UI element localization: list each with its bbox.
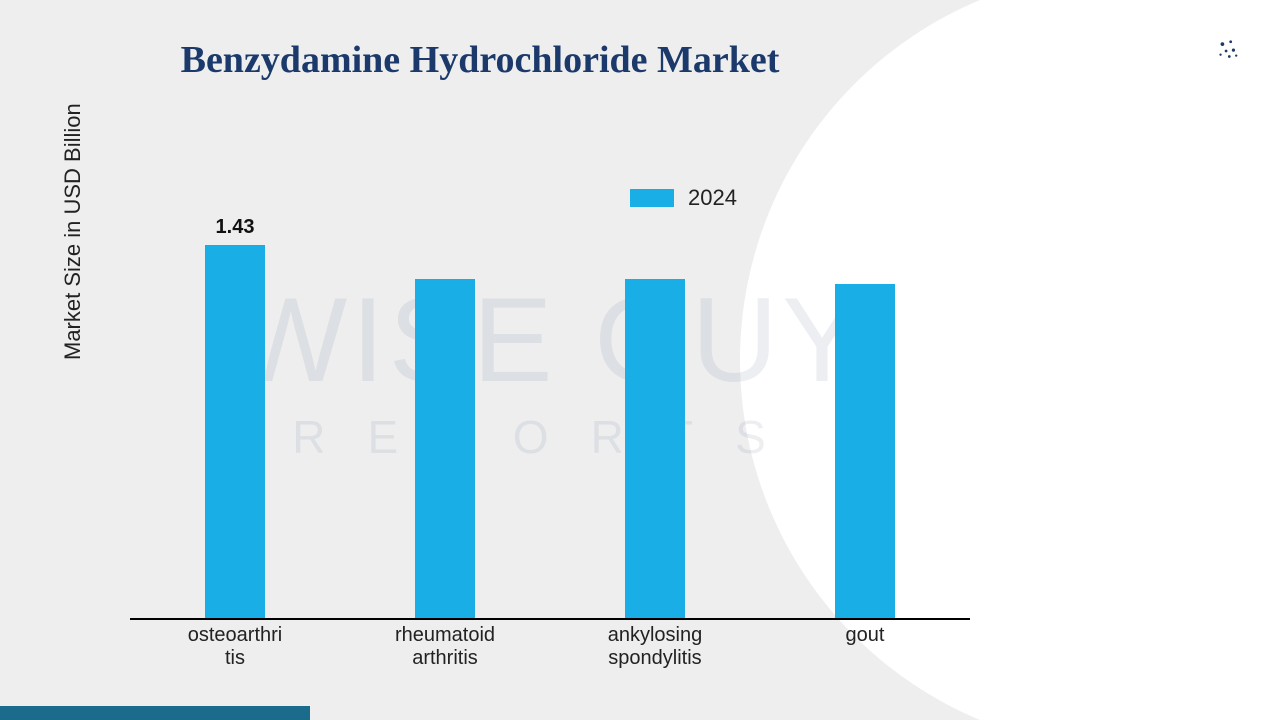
category-label-line1: rheumatoid (395, 624, 495, 646)
brand-logo: WISE GUY REPORTS (1016, 28, 1250, 92)
category-label: rheumatoid arthritis (340, 624, 550, 670)
category-label-line1: osteoarthri (188, 624, 283, 646)
brand-logo-top: WISE GUY (1016, 28, 1250, 74)
category-label: ankylosing spondylitis (550, 624, 760, 670)
y-axis-label: Market Size in USD Billion (60, 103, 86, 360)
brand-name-part2: GUY (1117, 34, 1194, 68)
category-label: osteoarthri tis (130, 624, 340, 670)
category-label-line1: ankylosing (608, 624, 703, 646)
bar-slot: 1.3 (550, 200, 760, 620)
bar-rect (205, 245, 265, 620)
head-icon (1204, 28, 1250, 74)
category-label-line2: spondylitis (608, 647, 701, 669)
category-label-line2: tis (225, 647, 245, 669)
bar-value-label: 1.43 (216, 216, 255, 239)
bar-rect (415, 279, 475, 620)
bar-rect (835, 284, 895, 620)
category-label-line1: gout (846, 624, 885, 646)
chart-canvas: WISE GUY REPORTS Benzydamine Hydrochlori… (0, 0, 1280, 720)
category-label-line2: arthritis (412, 647, 478, 669)
bottom-accent-strip (0, 706, 310, 720)
bars-container: 1.43 1.3 1.3 1.28 (130, 200, 970, 620)
chart-title: Benzydamine Hydrochloride Market (0, 38, 960, 82)
category-label: gout (760, 624, 970, 670)
bar-slot: 1.28 (760, 200, 970, 620)
brand-subline: REPORTS (1016, 78, 1206, 92)
plot-area: 1.43 1.3 1.3 1.28 (130, 200, 970, 620)
x-baseline (130, 618, 970, 620)
brand-name-part1: WISE (1016, 34, 1107, 68)
bar-slot: 1.3 (340, 200, 550, 620)
bar-slot: 1.43 (130, 200, 340, 620)
bar-rect (625, 279, 685, 620)
category-labels: osteoarthri tis rheumatoid arthritis ank… (130, 624, 970, 670)
